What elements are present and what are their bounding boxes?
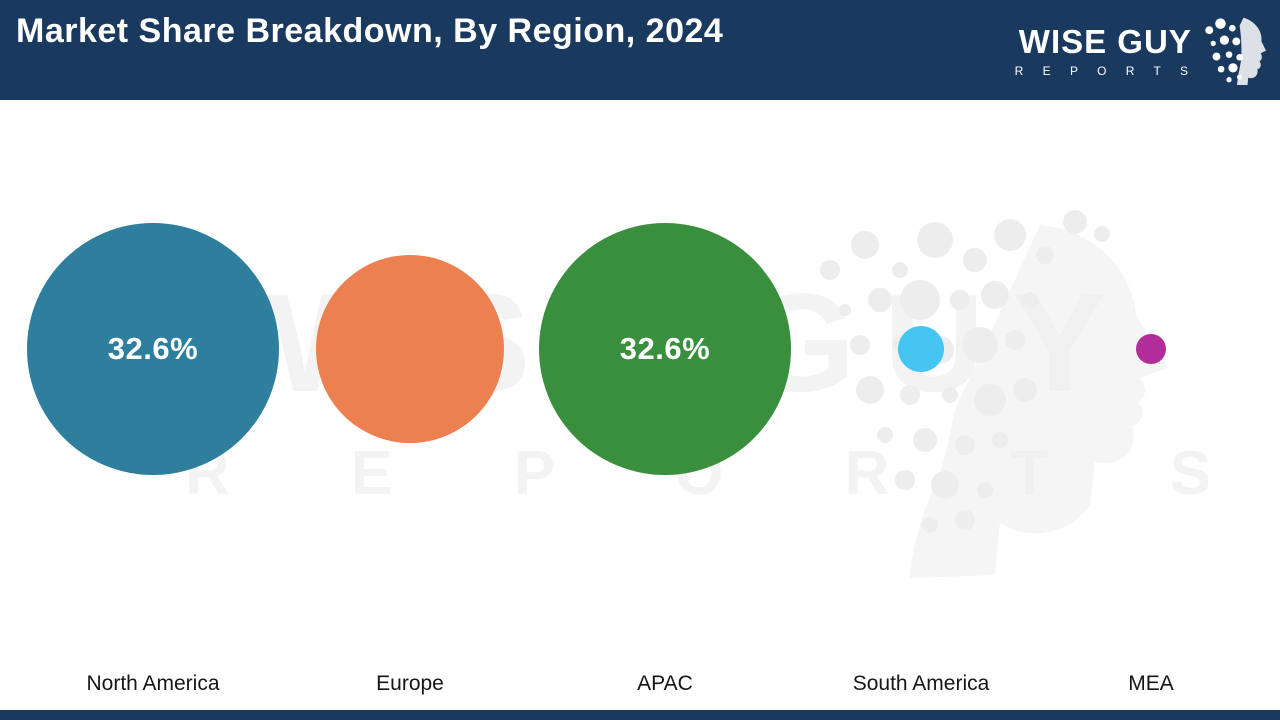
bubble-value-apac: 32.6% xyxy=(619,331,711,366)
watermark-head-icon xyxy=(820,210,1168,578)
bubble-apac: 32.6% xyxy=(539,223,791,475)
footer-bar xyxy=(0,710,1280,720)
logo-wordmark: WISE GUY xyxy=(1018,22,1192,60)
header-bar: Market Share Breakdown, By Region, 2024 … xyxy=(0,0,1280,100)
category-label-north-america: North America xyxy=(86,672,220,695)
category-label-europe: Europe xyxy=(376,672,444,695)
logo-text: WISE GUY R E P O R T S xyxy=(1015,23,1196,78)
category-label-apac: APAC xyxy=(637,672,693,695)
bubble-europe xyxy=(316,255,504,443)
wise-guy-reports-logo: WISE GUY R E P O R T S xyxy=(1015,6,1266,94)
bubble-mea xyxy=(1136,334,1166,364)
logo-head-icon xyxy=(1205,17,1266,85)
page-title: Market Share Breakdown, By Region, 2024 xyxy=(16,12,724,50)
logo-subtext: R E P O R T S xyxy=(1014,63,1196,78)
category-label-south-america: South America xyxy=(852,672,990,695)
category-label-mea: MEA xyxy=(1128,672,1174,695)
bubble-north-america: 32.6% xyxy=(27,223,279,475)
bubble-value-north-america: 32.6% xyxy=(107,331,199,366)
bubble-south-america xyxy=(898,326,944,372)
